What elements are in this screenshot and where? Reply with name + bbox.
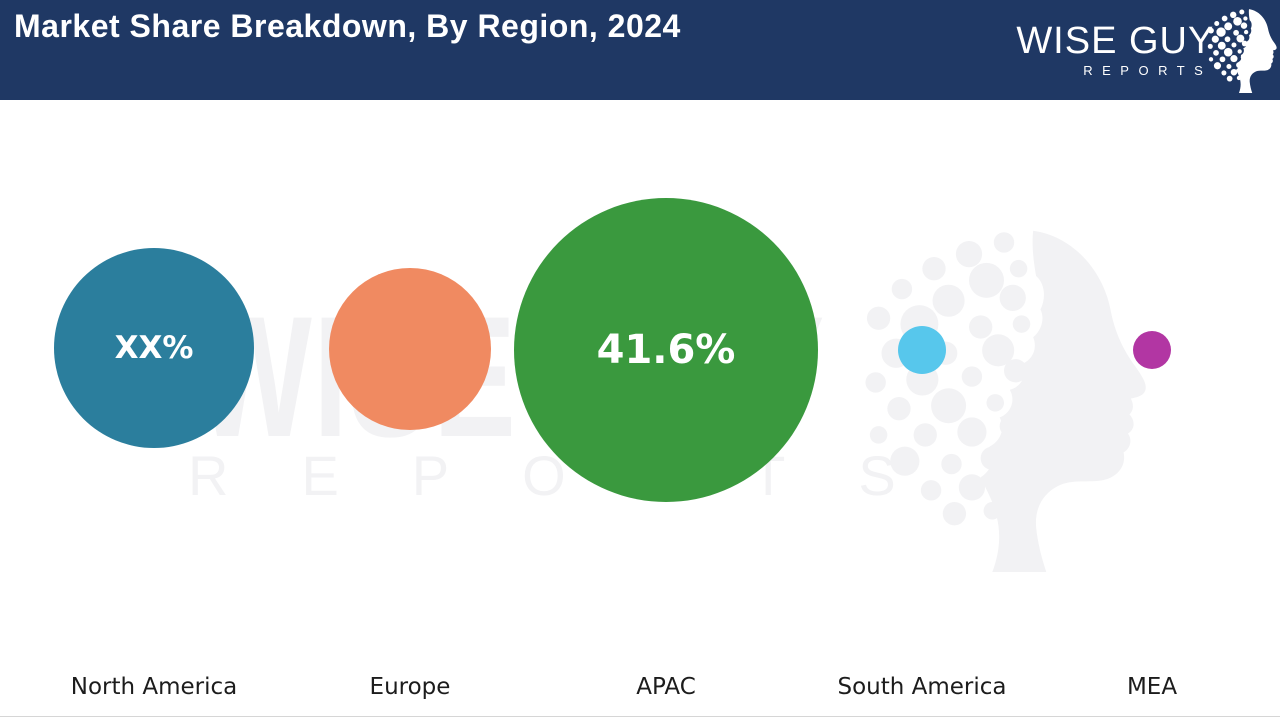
category-label-mea: MEA [1126,674,1178,700]
logo-brand-text: WISE GUY [1016,20,1215,62]
category-label-south-america: South America [837,674,1007,700]
bubble-apac: 41.6% [514,198,818,502]
logo-sub-text: REPORTS [1083,63,1213,78]
header-bar: Market Share Breakdown, By Region, 2024 … [0,0,1280,100]
category-label-europe: Europe [369,674,451,700]
wiseguy-reports-logo: WISE GUY REPORTS [1016,5,1278,95]
bubble-europe [329,268,491,430]
bubble-mea [1133,331,1171,369]
wiseguy-head-icon [1208,9,1277,93]
bubble-north-america: XX% [54,248,254,448]
page-title: Market Share Breakdown, By Region, 2024 [14,8,681,44]
category-label-north-america: North America [70,674,238,700]
bubble-value-apac: 41.6% [596,327,736,373]
bubble-value-north-america: XX% [114,330,194,366]
category-label-apac: APAC [636,674,696,700]
logo-text: WISE GUY REPORTS [1016,21,1214,79]
bubble-south-america [898,326,946,374]
